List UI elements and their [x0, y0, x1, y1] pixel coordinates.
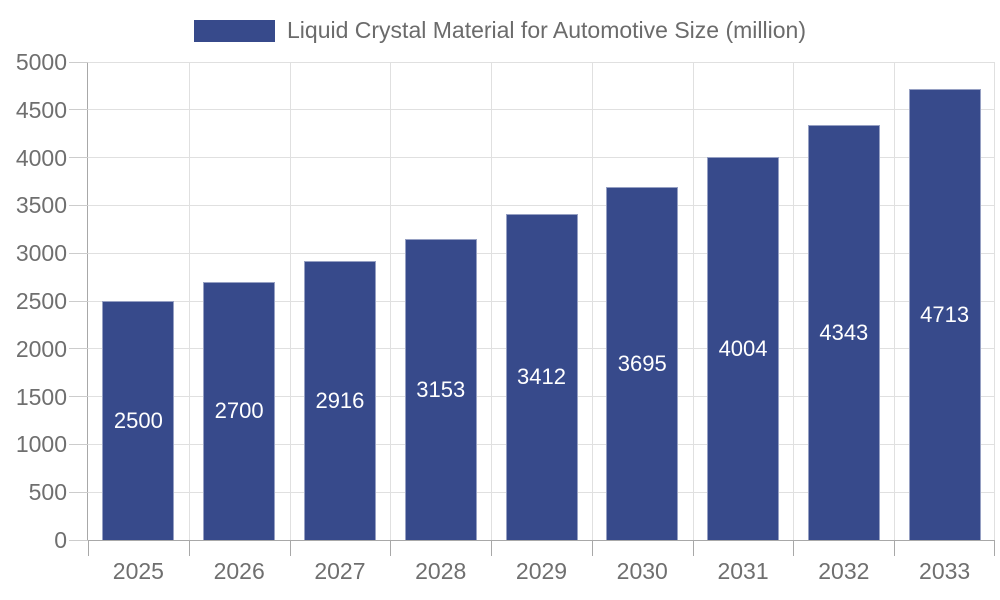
y-tick-mark	[69, 157, 88, 159]
y-gridline	[88, 204, 995, 206]
bar-value-label: 3153	[416, 376, 466, 402]
bar: 3153	[404, 238, 477, 540]
x-axis-label: 2028	[415, 558, 467, 584]
x-gridline	[289, 62, 291, 540]
y-tick-mark	[69, 491, 88, 493]
y-gridline	[88, 157, 995, 159]
x-gridline	[692, 62, 694, 540]
y-axis-label: 3000	[15, 240, 67, 267]
bar: 2500	[102, 301, 175, 540]
y-tick-mark	[69, 109, 88, 111]
x-gridline	[390, 62, 392, 540]
x-gridline	[994, 62, 995, 540]
y-tick-mark	[69, 443, 88, 445]
x-axis-label: 2029	[515, 558, 568, 584]
x-gridline	[793, 62, 795, 540]
x-axis-label: 2030	[616, 558, 668, 584]
y-axis-label: 500	[28, 479, 67, 506]
legend-label: Liquid Crystal Material for Automotive S…	[287, 17, 806, 43]
y-axis-label: 1000	[15, 431, 67, 458]
plot-area: 0 500 1000 1500 2000 2500 3000 3500 4000 4500 5000…	[16, 49, 995, 584]
x-axis-label: 2031	[717, 558, 769, 584]
x-gridline	[894, 62, 896, 540]
legend-swatch	[194, 19, 276, 42]
x-axis-label: 2025	[112, 558, 164, 584]
bar: 4713	[908, 89, 981, 540]
y-tick-mark	[69, 348, 88, 350]
x-tick-mark	[692, 540, 694, 556]
bar-value-label: 3412	[517, 364, 566, 390]
y-axis-label: 1500	[15, 383, 67, 410]
y-tick-mark	[69, 61, 88, 63]
bar-value-label: 2500	[113, 408, 163, 433]
x-tick-mark	[894, 540, 896, 556]
bar-value-label: 4713	[920, 302, 970, 328]
x-tick-mark	[793, 540, 795, 556]
bar: 3412	[505, 213, 578, 540]
x-axis-label: 2026	[213, 558, 265, 584]
y-axis-label: 4000	[15, 144, 67, 171]
x-tick-mark	[591, 540, 593, 556]
legend: Liquid Crystal Material for Automotive S…	[0, 17, 1000, 43]
bar: 2700	[203, 281, 276, 540]
y-tick-mark	[69, 396, 88, 398]
bar-value-label: 3695	[617, 350, 667, 376]
y-gridline	[88, 109, 995, 111]
y-axis-label: 5000	[15, 49, 67, 75]
x-tick-mark	[289, 540, 291, 556]
y-axis-label: 4500	[15, 96, 67, 123]
bar: 4343	[807, 124, 880, 540]
y-tick-mark	[69, 204, 88, 206]
bar-value-label: 4004	[718, 336, 768, 362]
bar-value-label: 2700	[214, 398, 264, 424]
x-tick-mark	[88, 540, 89, 556]
bar: 3695	[606, 186, 679, 540]
x-gridline	[591, 62, 593, 540]
x-gridline	[491, 62, 493, 540]
y-axis-label: 2500	[15, 288, 67, 314]
x-axis-label: 2027	[314, 558, 366, 584]
bar: 4004	[707, 157, 780, 540]
x-tick-mark	[188, 540, 190, 556]
bar-value-label: 2916	[315, 388, 365, 414]
x-gridline	[188, 62, 190, 540]
x-axis-label: 2032	[818, 558, 870, 584]
x-axis-label: 2033	[919, 558, 971, 584]
y-gridline	[88, 61, 995, 63]
y-axis-label: 0	[54, 527, 67, 553]
bar: 2916	[303, 261, 376, 540]
y-axis-label: 3500	[15, 192, 67, 219]
y-tick-mark	[69, 300, 88, 302]
x-tick-mark	[390, 540, 392, 556]
y-axis-label: 2000	[15, 335, 67, 362]
bar-value-label: 4343	[819, 319, 869, 345]
x-tick-mark	[994, 540, 995, 556]
y-tick-mark	[69, 252, 88, 254]
y-tick-mark	[69, 539, 88, 541]
x-tick-mark	[491, 540, 493, 556]
